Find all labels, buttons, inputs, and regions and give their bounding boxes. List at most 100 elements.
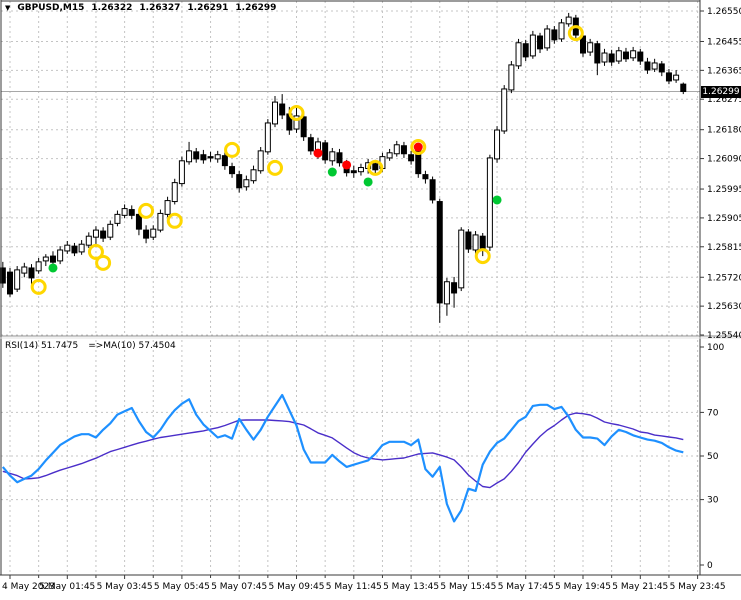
candle-bearish <box>644 57 651 74</box>
price-axis-label: 1.25815 <box>707 243 741 253</box>
candle-body <box>472 234 479 251</box>
candle-body <box>221 155 228 167</box>
candle-body <box>35 261 42 272</box>
candle-bearish <box>0 261 6 288</box>
candle-body <box>64 244 71 252</box>
candle-bullish <box>121 204 128 219</box>
candle-bearish <box>236 170 243 193</box>
candle-body <box>594 43 601 64</box>
candle-body <box>458 229 465 289</box>
price-axis-label: 1.25540 <box>707 331 741 341</box>
candle-bearish <box>594 40 601 76</box>
candle-bullish <box>150 225 157 241</box>
candle-bullish <box>257 147 264 174</box>
candle-body <box>307 137 314 152</box>
time-axis-label: 5 May 07:45 <box>211 582 267 592</box>
candle-body <box>465 231 472 250</box>
buy-signal-dot <box>48 263 58 273</box>
symbol-dropdown-icon[interactable]: ▼ <box>5 4 11 12</box>
signal-circle <box>410 139 427 156</box>
candle-bullish <box>178 156 185 187</box>
price-axis-label: 1.25720 <box>707 273 741 283</box>
candle-bearish <box>551 26 558 44</box>
candle-bearish <box>221 151 228 170</box>
price-axis-label: 1.25630 <box>707 302 741 312</box>
candle-bearish <box>479 232 486 257</box>
time-axis-label: 5 May 21:45 <box>612 582 668 592</box>
candle-bearish <box>429 176 436 204</box>
candle-bullish <box>21 262 28 278</box>
signal-circle <box>224 141 241 158</box>
sell-signal-dot <box>413 142 423 152</box>
candle-body <box>236 174 243 189</box>
candle-body <box>279 103 286 116</box>
candle-body <box>393 144 400 155</box>
candle-bearish <box>207 151 214 162</box>
candle-body <box>386 152 393 159</box>
time-axis-label: 5 May 23:45 <box>670 582 726 592</box>
signal-circle <box>138 202 155 219</box>
candle-body <box>229 166 236 175</box>
candle-bullish <box>615 46 622 64</box>
candle-body <box>515 42 522 67</box>
candle-body <box>329 151 336 162</box>
candle-bearish <box>436 198 443 323</box>
candle-body <box>422 174 429 180</box>
candle-bearish <box>200 149 207 164</box>
candle-bearish <box>637 48 644 65</box>
time-axis-label: 5 May 15:45 <box>440 582 496 592</box>
candle-body <box>293 115 300 130</box>
candle-bearish <box>522 39 529 62</box>
time-axis-label: 5 May 19:45 <box>555 582 611 592</box>
candle-body <box>157 212 164 231</box>
signal-circle <box>87 243 104 260</box>
signal-circle <box>95 254 112 271</box>
rsi-axis-label: 70 <box>707 408 719 418</box>
candle-bearish <box>422 170 429 184</box>
candle-body <box>42 256 49 262</box>
signal-circle <box>474 248 491 265</box>
candle-body <box>429 179 436 201</box>
candle-bullish <box>558 19 565 42</box>
candle-body <box>372 163 379 171</box>
candle-bullish <box>64 241 71 254</box>
candle-bullish <box>601 48 608 66</box>
candle-bullish <box>214 150 221 163</box>
signal-circle <box>166 212 183 229</box>
candle-body <box>680 83 687 93</box>
candle-bullish <box>57 246 64 265</box>
buy-signal-dot <box>327 167 337 177</box>
candle-body <box>501 88 508 132</box>
candle-body <box>150 228 157 238</box>
candle-body <box>544 28 551 49</box>
candle-bearish <box>71 242 78 257</box>
candle-bullish <box>393 140 400 157</box>
candle-bullish <box>486 154 493 251</box>
candle-bullish <box>386 148 393 161</box>
rsi-axis-label: 50 <box>707 452 719 462</box>
candle-body <box>92 229 99 238</box>
time-axis-label: 5 May 05:45 <box>154 582 210 592</box>
candle-body <box>673 74 680 81</box>
candle-body <box>28 267 35 279</box>
candle-bullish <box>164 196 171 218</box>
candle-bullish <box>501 85 508 134</box>
time-axis-label: 5 May 01:45 <box>39 582 95 592</box>
candle-bullish <box>673 70 680 83</box>
candle-body <box>257 150 264 172</box>
candle-body <box>400 145 407 155</box>
candle-body <box>336 152 343 164</box>
candle-bearish <box>465 229 472 253</box>
candle-bearish <box>28 264 35 285</box>
candle-bullish <box>243 175 250 191</box>
candle-body <box>243 179 250 188</box>
candle-body <box>193 151 200 160</box>
candle-bearish <box>300 113 307 141</box>
candle-body <box>128 209 135 216</box>
candle-body <box>658 63 665 73</box>
candle-body <box>78 243 85 253</box>
candle-bullish <box>544 25 551 51</box>
candle-bullish <box>85 232 92 249</box>
